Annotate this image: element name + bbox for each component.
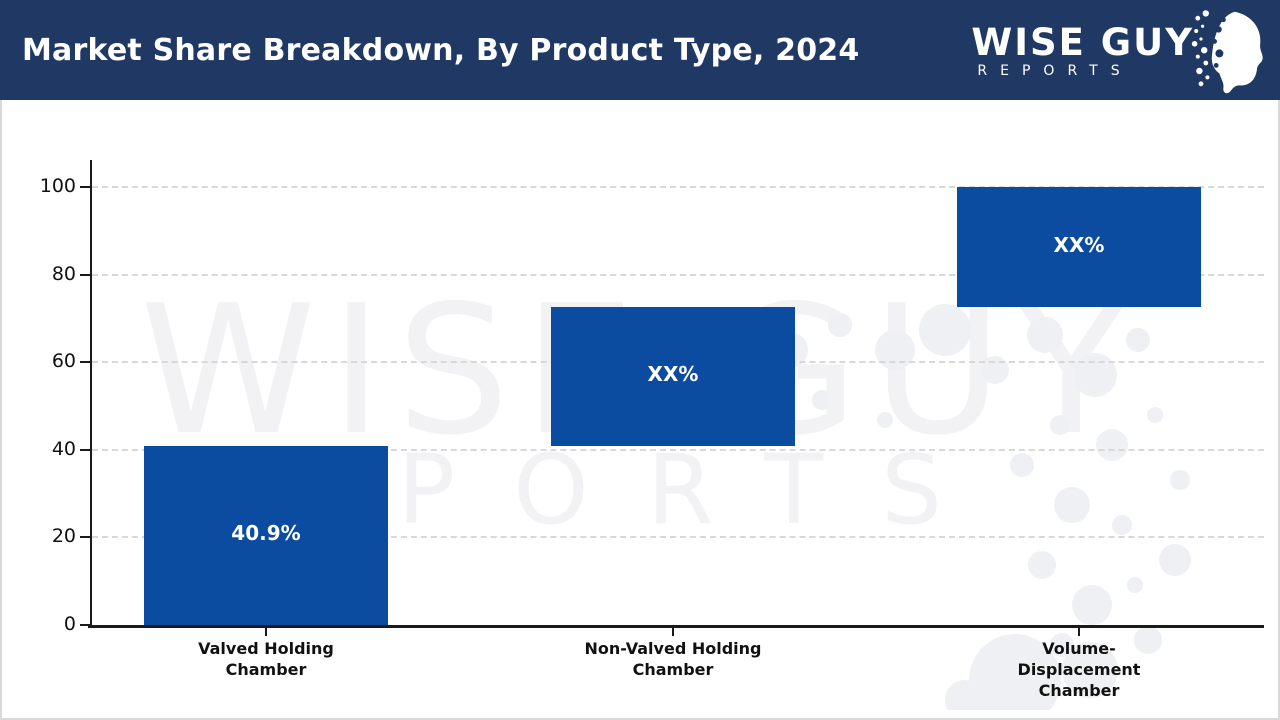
- y-tick-label: 60: [51, 350, 76, 373]
- x-category-label: Volume- Displacement Chamber: [1017, 639, 1141, 701]
- bar-value-label: XX%: [1053, 233, 1105, 257]
- gridline: [92, 273, 1264, 276]
- chart-area: WISE GUY REPORTS: [2, 100, 1278, 718]
- y-tick-label: 0: [63, 613, 76, 635]
- bar: [957, 187, 1201, 307]
- bar-value-label: 40.9%: [231, 521, 301, 546]
- y-tick: [80, 186, 90, 188]
- y-tick-label: 80: [51, 262, 76, 285]
- x-tick: [1078, 627, 1080, 636]
- chart-title: Market Share Breakdown, By Product Type,…: [22, 32, 860, 68]
- gridline: [92, 536, 1264, 539]
- y-tick: [80, 448, 90, 451]
- logo-face-icon: [1191, 10, 1263, 94]
- y-tick-label: 100: [39, 175, 76, 197]
- gridline: [92, 186, 1264, 188]
- wiseguy-logo: WISE GUY REPORTS: [971, 6, 1270, 96]
- y-tick: [80, 361, 90, 364]
- x-tick: [265, 627, 267, 636]
- x-category-label: Valved Holding Chamber: [198, 639, 334, 680]
- x-category-label: Non-Valved Holding Chamber: [584, 639, 762, 680]
- plot: 0 20 40 60 80 100 40.9% XX% XX% Valved Holding Ch…: [2, 100, 1278, 718]
- logo-wordmark: WISE GUY: [971, 21, 1194, 64]
- x-axis-spine: [88, 625, 1264, 628]
- y-tick-label: 20: [51, 525, 76, 548]
- bar: [551, 307, 795, 446]
- y-tick: [80, 273, 90, 276]
- y-tick: [80, 536, 90, 539]
- y-axis-spine: [90, 160, 92, 627]
- gridline: [92, 448, 1264, 451]
- logo-subtitle: REPORTS: [977, 63, 1133, 79]
- x-tick: [672, 627, 674, 636]
- y-tick-label: 40: [51, 437, 76, 460]
- header: Market Share Breakdown, By Product Type,…: [0, 0, 1280, 100]
- logo-text: WISE GUY REPORTS: [971, 24, 1194, 78]
- bar: [144, 445, 388, 625]
- y-tick: [80, 624, 90, 626]
- bar-value-label: XX%: [647, 362, 699, 387]
